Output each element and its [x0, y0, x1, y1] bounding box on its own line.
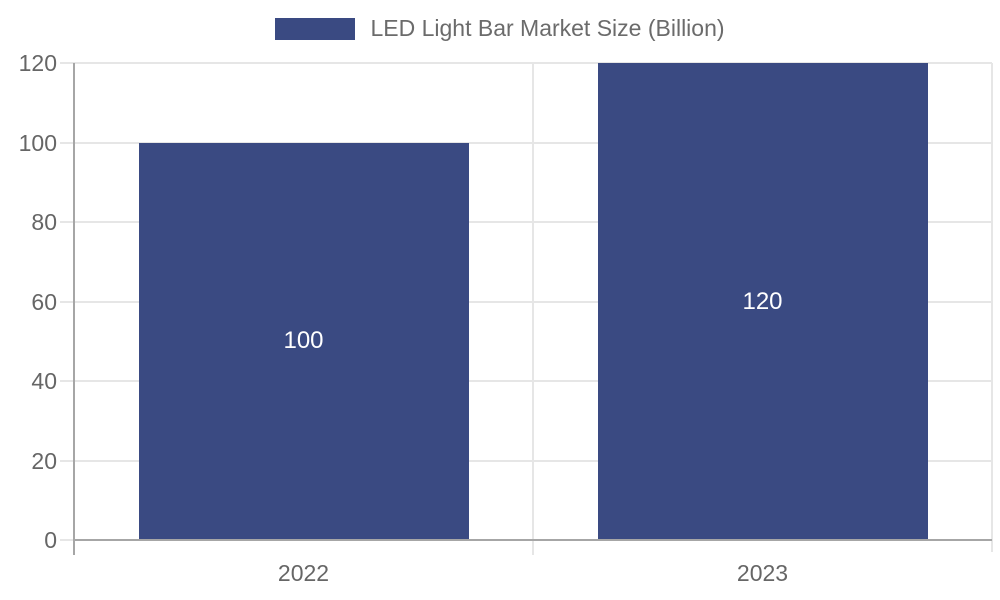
y-tick-label: 80 [31, 209, 57, 235]
chart-legend[interactable]: LED Light Bar Market Size (Billion) [0, 15, 1000, 42]
gridline-vertical [532, 63, 534, 540]
x-tick-label: 2022 [277, 560, 330, 586]
bar-2022[interactable] [138, 142, 469, 540]
y-tick-label: 40 [31, 368, 57, 394]
legend-swatch [275, 17, 356, 40]
gridline-horizontal [60, 300, 992, 303]
bar-value-label: 120 [742, 287, 783, 315]
gridline-horizontal [60, 221, 992, 223]
legend-label: LED Light Bar Market Size (Billion) [370, 15, 725, 41]
y-axis-line [73, 63, 75, 555]
x-axis-line [73, 539, 992, 541]
bar-2023[interactable] [597, 63, 928, 540]
plot-right-border [991, 63, 993, 552]
y-tick-label: 100 [18, 129, 57, 156]
gridline-horizontal [60, 141, 992, 144]
y-tick-label: 120 [18, 50, 57, 76]
x-tick-label: 2023 [736, 560, 789, 586]
gridline-horizontal [60, 459, 992, 462]
gridline-horizontal [60, 62, 992, 64]
gridline-horizontal [60, 380, 992, 382]
bar-value-label: 100 [283, 327, 324, 355]
y-tick-label: 60 [31, 288, 57, 315]
x-axis-tick [532, 540, 534, 555]
y-axis-tick [60, 539, 74, 541]
y-tick-label: 0 [44, 527, 57, 553]
y-tick-label: 20 [31, 447, 57, 474]
